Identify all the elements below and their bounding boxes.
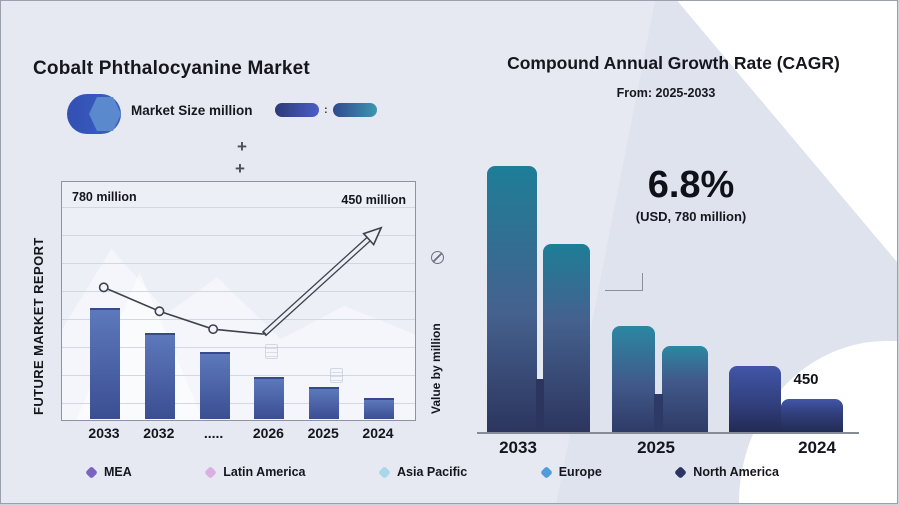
legend-item-europe: Europe	[539, 465, 602, 479]
cagr-chart: 2033 2025 2024 450	[471, 161, 866, 461]
x-axis-label-2026: 2026	[252, 425, 284, 441]
legend-label: Latin America	[223, 465, 306, 479]
market-size-bar-.....	[199, 352, 230, 419]
cagr-x-label-2024: 2024	[798, 438, 836, 457]
cagr-note: (USD, 780 million)	[635, 209, 747, 224]
x-axis-label-.....: .....	[203, 425, 224, 441]
legend-marker-icon	[85, 465, 98, 479]
cagr-axis-line	[477, 432, 859, 434]
ratio-pill-separator: :	[324, 104, 328, 116]
legend-item-asia-pacific: Asia Pacific	[378, 465, 468, 479]
market-size-bar-2032	[144, 333, 175, 419]
series-label: Market Size million	[131, 103, 253, 118]
ratio-pills: :	[275, 103, 377, 117]
legend-marker-icon	[204, 465, 218, 479]
data-label-450: 450	[793, 371, 819, 388]
ratio-pill-left	[275, 103, 319, 117]
cagr-bar-connector	[536, 379, 544, 433]
annotation-780-million: 780 million	[72, 190, 137, 204]
vertical-watermark: FUTURE MARKET REPORT	[31, 237, 46, 415]
cagr-period: From: 2025-2033	[616, 86, 716, 100]
plus-decoration-1: +	[237, 137, 247, 156]
trend-line-and-arrow	[98, 226, 383, 337]
cagr-bar-2024-secondary	[781, 399, 843, 433]
legend-label: MEA	[104, 465, 132, 479]
annotation-450-million: 450 million	[341, 193, 406, 207]
value-axis-label: Value by million	[429, 323, 443, 414]
region-legend: MEA Latin America Asia Pacific Europe North …	[85, 465, 779, 479]
legend-marker-icon	[674, 465, 688, 479]
plus-decoration-2: +	[235, 159, 245, 178]
cagr-bar-2033-primary	[487, 166, 537, 433]
cagr-x-label-2025: 2025	[637, 438, 675, 457]
gridline	[62, 375, 415, 376]
market-size-bar-2026	[254, 377, 285, 419]
cagr-bar-2025-secondary	[662, 346, 708, 433]
market-size-bar-2024	[364, 398, 394, 419]
gridline	[62, 403, 415, 404]
legend-item-north-america: North America	[674, 465, 779, 479]
legend-marker-icon	[539, 465, 553, 479]
gridline	[62, 319, 415, 320]
cagr-bar-connector	[654, 394, 663, 433]
document-watermark-icon	[330, 368, 343, 383]
cagr-x-label-2033: 2033	[499, 438, 537, 457]
legend-item-latin-america: Latin America	[204, 465, 306, 479]
document-watermark-icon	[265, 344, 278, 359]
cagr-title: Compound Annual Growth Rate (CAGR)	[507, 53, 840, 73]
gridline	[62, 235, 415, 236]
cagr-bar-2033-secondary	[543, 244, 590, 433]
market-size-bar-2033	[90, 308, 120, 419]
page-title: Cobalt Phthalocyanine Market	[33, 58, 310, 79]
market-size-bar-2025	[309, 387, 340, 419]
gridline	[62, 347, 415, 348]
x-axis-label-2024: 2024	[362, 425, 394, 441]
gridline	[62, 291, 415, 292]
x-axis-label-2025: 2025	[307, 425, 339, 441]
cagr-value: 6.8%	[647, 164, 735, 206]
database-icon-facet	[89, 97, 121, 131]
legend-marker-icon	[378, 465, 391, 479]
legend-item-mea: MEA	[85, 465, 132, 479]
step-bracket-decoration	[605, 273, 643, 291]
circle-slash-icon	[431, 251, 444, 264]
ratio-pill-right	[332, 103, 377, 117]
database-icon	[67, 94, 121, 134]
market-size-chart: 780 million 450 million	[61, 181, 416, 421]
market-size-x-axis: 2033 2032..... 2026 2025 2024	[61, 425, 416, 445]
gridline	[62, 263, 415, 264]
legend-label: North America	[693, 465, 779, 479]
legend-label: Europe	[558, 465, 602, 479]
x-axis-label-2032: 2032	[143, 425, 175, 441]
gridline	[62, 207, 415, 208]
cagr-bar-2025-primary	[612, 326, 655, 433]
cagr-bar-2024-primary	[729, 366, 781, 433]
x-axis-label-2033: 2033	[88, 425, 120, 441]
legend-label: Asia Pacific	[397, 465, 468, 479]
